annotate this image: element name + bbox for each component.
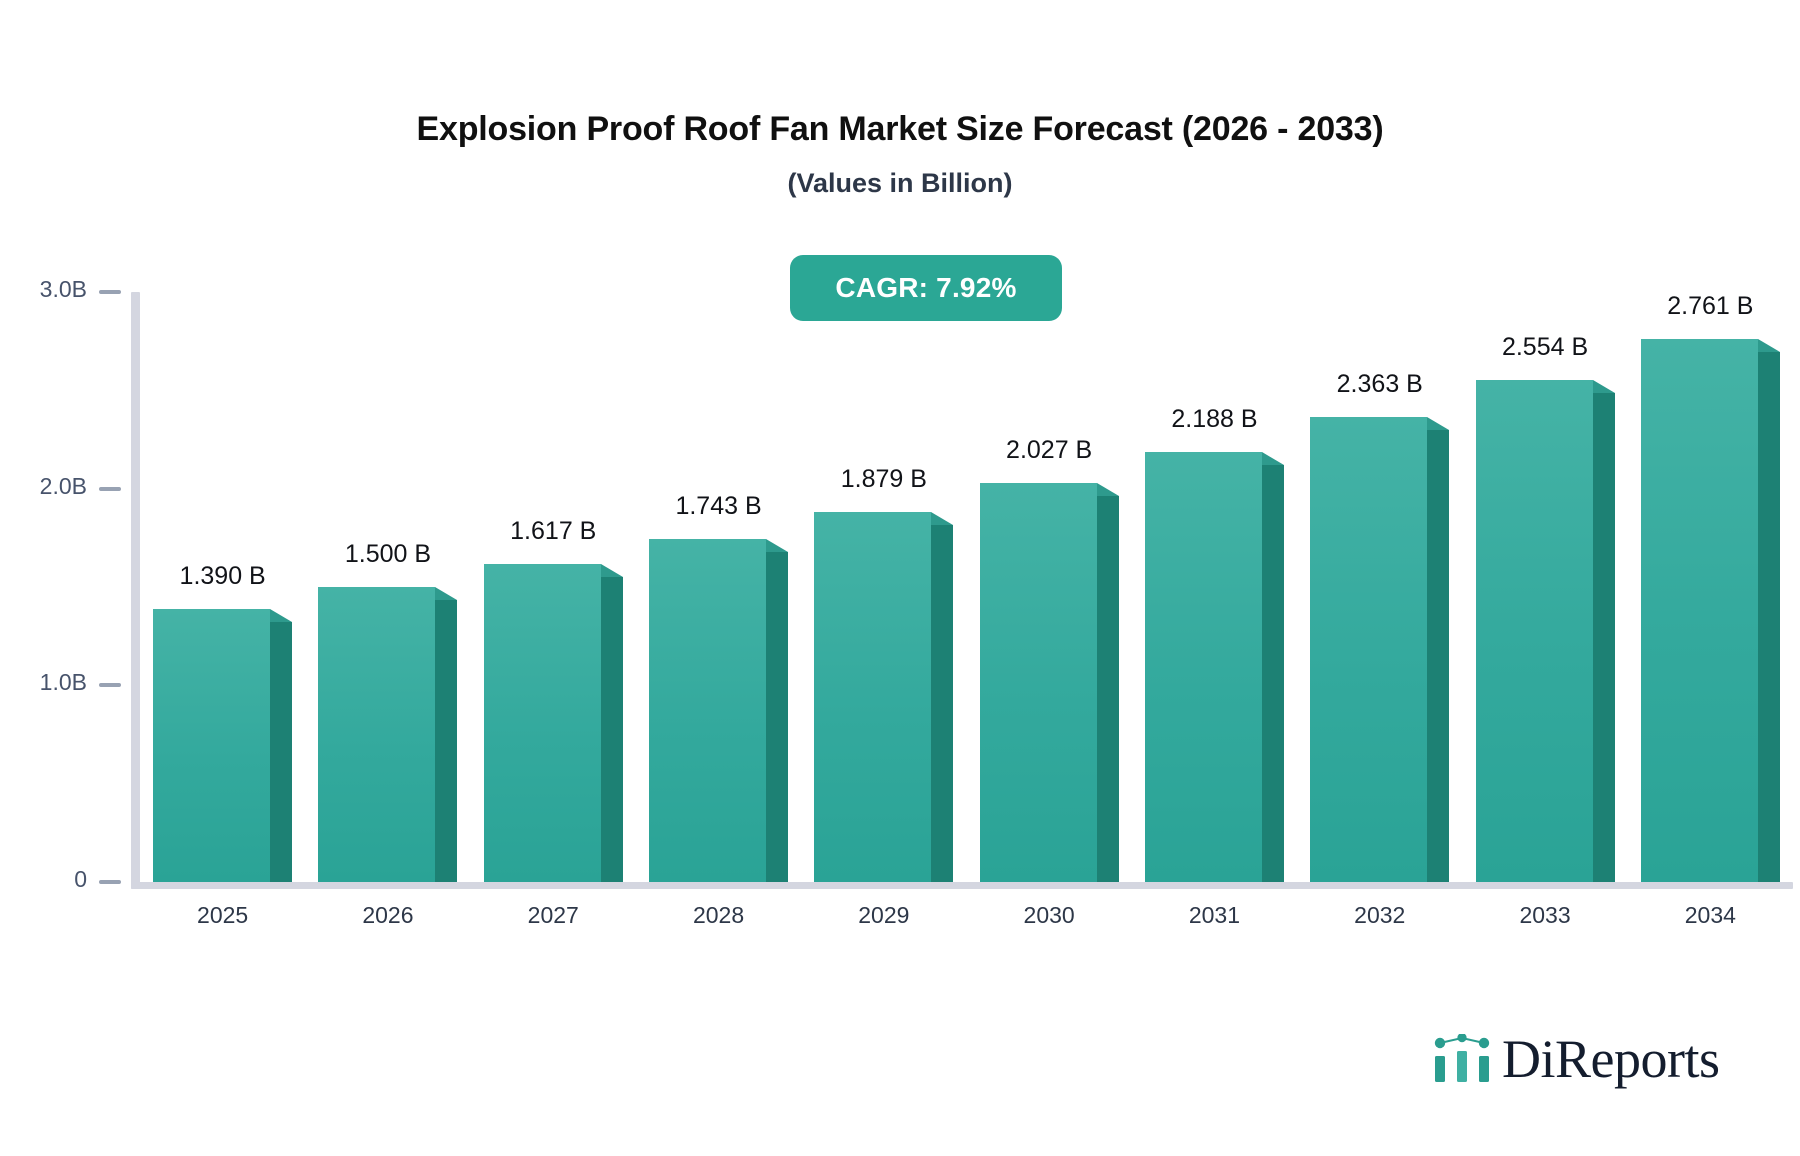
bar-front-face xyxy=(649,539,767,882)
bar-column[interactable]: 1.500 B 2026 xyxy=(318,0,458,1156)
bar-column[interactable]: 2.554 B 2033 xyxy=(1475,0,1615,1156)
bar-side-face xyxy=(600,577,623,882)
bar-front-face xyxy=(1144,451,1262,882)
bar-value-label: 1.743 B xyxy=(675,492,762,521)
bar-chart-logo-icon xyxy=(1434,1034,1490,1082)
x-axis-category-label: 2027 xyxy=(527,902,579,928)
bar-3d[interactable] xyxy=(1640,339,1780,882)
x-axis-category-label: 2025 xyxy=(197,902,249,928)
bar-3d[interactable] xyxy=(649,539,789,882)
x-axis-category-label: 2029 xyxy=(858,902,910,928)
bar-top-face xyxy=(1427,417,1450,431)
bar-front-face xyxy=(1640,339,1758,882)
bar-3d[interactable] xyxy=(318,587,458,882)
x-axis-line xyxy=(131,882,1793,889)
x-axis-category-label: 2026 xyxy=(362,902,414,928)
bar-top-face xyxy=(1592,379,1615,393)
bar-side-face xyxy=(1261,464,1284,882)
y-axis-tick-mark xyxy=(99,290,121,294)
bar-3d[interactable] xyxy=(979,483,1119,882)
bar-front-face xyxy=(318,587,436,882)
bar-side-face xyxy=(1096,496,1119,882)
bar-front-face xyxy=(1475,379,1593,882)
y-axis-tick-label: 1.0B xyxy=(39,669,87,696)
bar-side-face xyxy=(931,525,954,882)
bar-value-label: 2.761 B xyxy=(1667,292,1754,320)
y-axis-tick-label: 0 xyxy=(74,866,87,892)
bar-value-label: 1.500 B xyxy=(344,540,432,568)
bar-top-face xyxy=(600,564,623,577)
bar-column[interactable]: 1.879 B 2029 xyxy=(814,0,954,1156)
bar-column[interactable]: 2.761 B 2034 xyxy=(1640,0,1780,1156)
bar-value-label: 1.390 B xyxy=(179,561,266,590)
y-axis-tick-mark xyxy=(99,486,121,491)
bar-3d[interactable] xyxy=(153,608,293,882)
bar-front-face xyxy=(1310,417,1428,882)
y-axis-tick-label: 2.0B xyxy=(39,472,87,499)
bar-front-face xyxy=(814,512,932,882)
bar-value-label: 2.188 B xyxy=(1171,404,1258,433)
bar-front-face xyxy=(483,564,601,882)
brand-logo: DiReports xyxy=(1432,1032,1720,1086)
bar-side-face xyxy=(766,552,789,882)
bar-top-face xyxy=(435,587,458,600)
y-axis-line xyxy=(131,292,140,889)
bar-front-face xyxy=(153,608,271,882)
bar-3d[interactable] xyxy=(1475,379,1615,882)
x-axis-category-label: 2032 xyxy=(1354,902,1406,928)
bar-value-label: 1.617 B xyxy=(510,516,597,545)
brand-name: DiReports xyxy=(1502,1029,1720,1089)
bar-value-label: 2.363 B xyxy=(1336,370,1423,399)
bar-side-face xyxy=(1592,392,1615,882)
bar-column[interactable]: 2.363 B 2032 xyxy=(1310,0,1450,1156)
bar-side-face xyxy=(1427,430,1450,882)
bar-value-label: 2.554 B xyxy=(1501,332,1589,361)
bar-3d[interactable] xyxy=(1144,451,1284,882)
bar-3d[interactable] xyxy=(814,512,954,882)
bar-top-face xyxy=(1096,483,1119,497)
bar-top-face xyxy=(766,539,789,553)
y-axis-tick-label: 3.0B xyxy=(39,276,87,302)
bar-side-face xyxy=(270,621,293,882)
cagr-badge: CAGR: 7.92% xyxy=(790,255,1062,321)
x-axis-category-label: 2034 xyxy=(1684,902,1736,928)
bar-series: 1.390 B 2025 1.500 B 2026 1.617 B 2027 1.743 B… xyxy=(140,0,1793,1156)
y-axis-tick-mark xyxy=(99,683,121,688)
bar-column[interactable]: 1.390 B 2025 xyxy=(153,0,293,1156)
bar-top-face xyxy=(1757,339,1780,353)
bar-3d[interactable] xyxy=(483,564,623,882)
bar-column[interactable]: 1.743 B 2028 xyxy=(649,0,789,1156)
x-axis-category-label: 2031 xyxy=(1188,902,1241,928)
bar-side-face xyxy=(435,600,458,882)
bar-side-face xyxy=(1757,352,1780,882)
chart-subtitle: (Values in Billion) xyxy=(787,168,1013,198)
bar-3d[interactable] xyxy=(1310,417,1450,882)
bar-top-face xyxy=(270,608,293,622)
chart-title: Explosion Proof Roof Fan Market Size For… xyxy=(416,110,1384,148)
x-axis-category-label: 2030 xyxy=(1023,902,1075,928)
bar-value-label: 2.027 B xyxy=(1006,436,1093,465)
bar-top-face xyxy=(931,512,954,526)
bar-value-label: 1.879 B xyxy=(840,465,927,494)
bar-column[interactable]: 1.617 B 2027 xyxy=(483,0,623,1156)
bar-column[interactable]: 2.188 B 2031 xyxy=(1144,0,1284,1156)
bar-column[interactable]: 2.027 B 2030 xyxy=(979,0,1119,1156)
bar-top-face xyxy=(1261,451,1284,465)
y-axis-tick-mark xyxy=(99,880,121,884)
x-axis-category-label: 2028 xyxy=(692,902,745,928)
x-axis-category-label: 2033 xyxy=(1519,902,1571,928)
bar-front-face xyxy=(979,483,1097,882)
